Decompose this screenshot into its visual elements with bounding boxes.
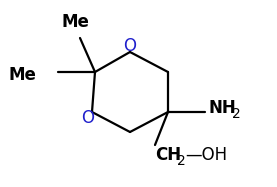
Text: CH: CH [155, 146, 181, 164]
Text: 2: 2 [232, 107, 241, 121]
Text: O: O [124, 37, 137, 55]
Text: Me: Me [61, 13, 89, 31]
Text: Me: Me [8, 66, 36, 84]
Text: NH: NH [208, 99, 236, 117]
Text: —OH: —OH [185, 146, 227, 164]
Text: O: O [81, 109, 94, 127]
Text: 2: 2 [177, 154, 186, 168]
